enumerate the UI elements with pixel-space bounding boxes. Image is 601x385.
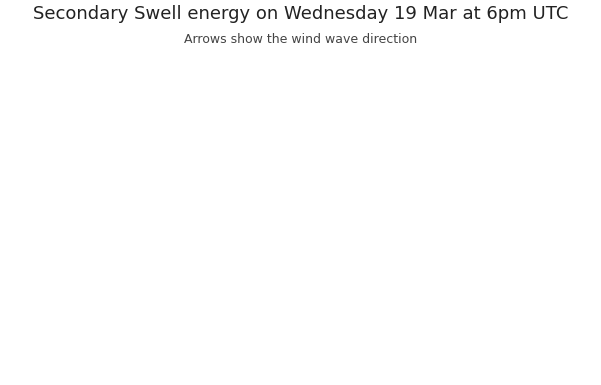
Text: Arrows show the wind wave direction: Arrows show the wind wave direction	[184, 33, 417, 45]
Text: Secondary Swell energy on Wednesday 19 Mar at 6pm UTC: Secondary Swell energy on Wednesday 19 M…	[33, 5, 568, 23]
Text: Install cartopy for map rendering: Install cartopy for map rendering	[186, 211, 415, 224]
